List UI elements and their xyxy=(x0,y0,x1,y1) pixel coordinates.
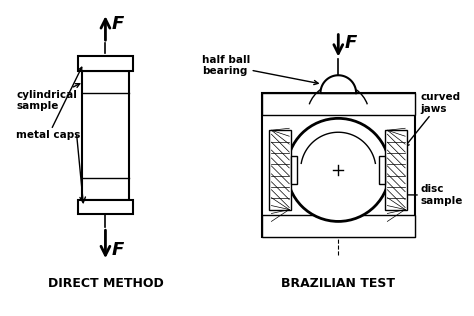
Bar xyxy=(82,71,129,200)
Text: curved
jaws: curved jaws xyxy=(405,92,460,147)
Bar xyxy=(262,93,415,115)
Bar xyxy=(262,93,415,237)
Text: disc
sample: disc sample xyxy=(386,184,463,206)
Text: DIRECT METHOD: DIRECT METHOD xyxy=(47,277,164,290)
Bar xyxy=(78,56,133,71)
Text: F: F xyxy=(111,15,124,33)
Bar xyxy=(379,156,385,184)
Text: F: F xyxy=(344,33,356,52)
Text: cylindrical
sample: cylindrical sample xyxy=(16,84,80,111)
Bar xyxy=(269,130,291,210)
Polygon shape xyxy=(320,75,356,93)
Text: F: F xyxy=(111,241,124,259)
Bar xyxy=(78,200,133,215)
Text: half ball
bearing: half ball bearing xyxy=(202,55,318,85)
Circle shape xyxy=(287,118,390,222)
Bar xyxy=(385,130,407,210)
Bar xyxy=(262,215,415,237)
Bar xyxy=(291,156,297,184)
Text: metal caps: metal caps xyxy=(16,67,82,140)
Text: BRAZILIAN TEST: BRAZILIAN TEST xyxy=(281,277,395,290)
